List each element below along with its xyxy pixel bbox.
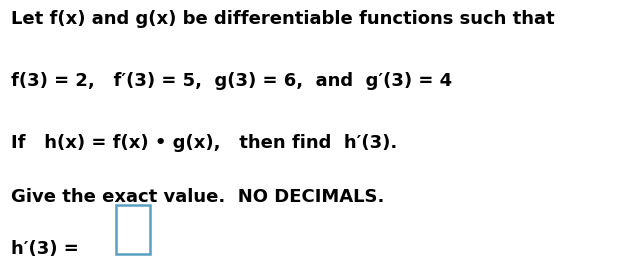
FancyBboxPatch shape	[116, 205, 150, 254]
Text: h′(3) =: h′(3) =	[11, 240, 85, 258]
Text: If   h(x) = f(x) • g(x),   then find  h′(3).: If h(x) = f(x) • g(x), then find h′(3).	[11, 134, 397, 152]
Text: Give the exact value.  NO DECIMALS.: Give the exact value. NO DECIMALS.	[11, 188, 384, 206]
Text: f(3) = 2,   f′(3) = 5,  g(3) = 6,  and  g′(3) = 4: f(3) = 2, f′(3) = 5, g(3) = 6, and g′(3)…	[11, 72, 452, 90]
Text: Let f(x) and g(x) be differentiable functions such that: Let f(x) and g(x) be differentiable func…	[11, 10, 555, 28]
